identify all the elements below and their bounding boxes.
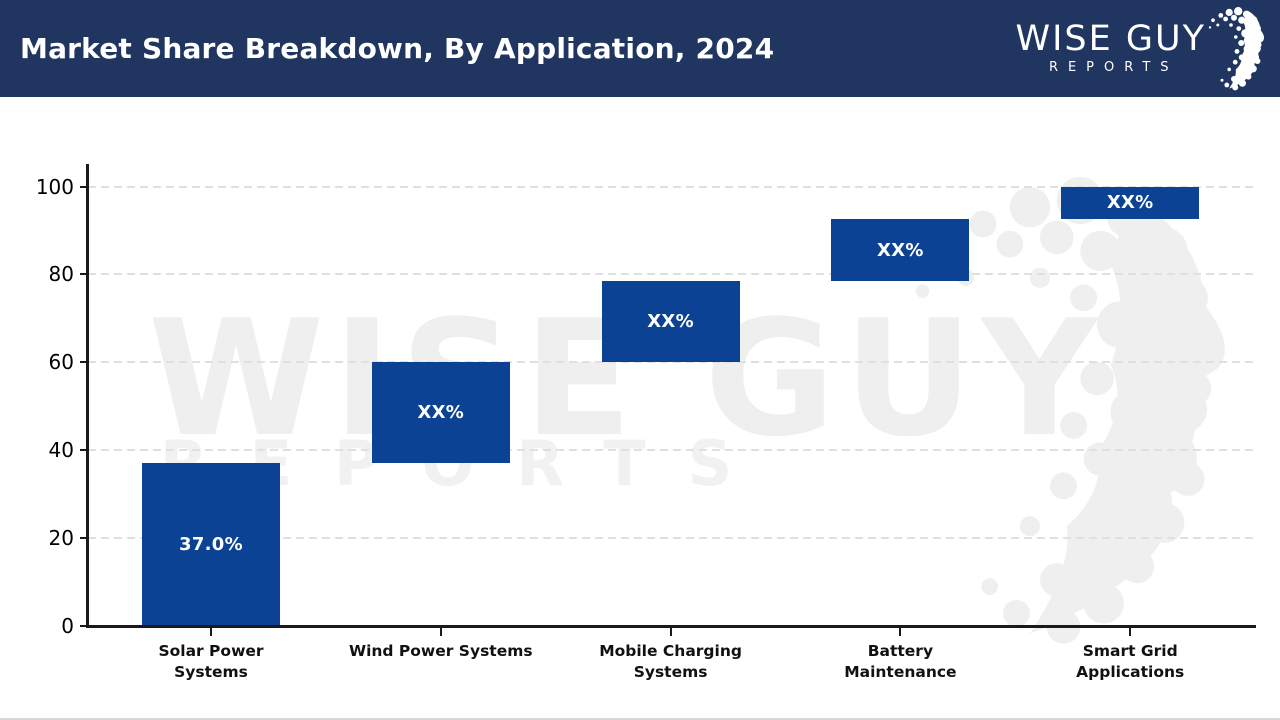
brand-logo: WISE GUY REPORTS [1015,6,1280,91]
y-tick-label-20: 20 [48,525,74,550]
x-category-label-line: Battery [867,642,934,660]
bar-2: XX% [371,362,510,464]
y-tick-100 [80,185,88,188]
gridline-y100 [88,185,1256,188]
y-tick-label-100: 100 [35,174,74,199]
x-tick-2 [439,627,442,636]
brand-text: WISE GUY REPORTS [1015,19,1206,76]
bar-value-label: 37.0% [179,533,243,555]
y-tick-label-80: 80 [48,262,74,287]
x-category-label: Wind Power Systems [326,641,556,662]
bar-value-label: XX% [877,239,924,261]
header-bar: Market Share Breakdown, By Application, … [0,0,1280,97]
x-category-label-line: Systems [174,663,248,681]
bar-value-label: XX% [417,402,465,424]
gridline-y20 [88,536,1256,539]
gridline-y40 [88,448,1256,451]
x-category-label-line: Systems [633,663,708,681]
bar-3: XX% [601,280,740,363]
x-axis-line [86,624,1256,628]
bar-1: 37.0% [142,463,280,626]
y-tick-label-40: 40 [48,437,74,462]
x-tick-4 [899,627,902,636]
x-category-label: Smart Grid Applications [1015,641,1245,683]
bar-5: XX% [1061,186,1200,220]
y-tick-label-60: 60 [48,350,74,375]
x-category-label-line: Solar Power [158,642,264,660]
brand-subtitle: REPORTS [1048,60,1179,75]
x-category-label-line: Applications [1076,663,1185,681]
brand-name: WISE GUY [1015,19,1206,59]
x-category-label: Solar Power Systems [96,641,326,683]
x-tick-3 [669,627,672,636]
bar-value-label: XX% [647,310,694,332]
page-title: Market Share Breakdown, By Application, … [20,32,775,65]
x-tick-5 [1129,627,1132,636]
y-tick-20 [80,536,88,539]
x-category-label: Battery Maintenance [785,641,1015,683]
y-tick-80 [80,273,88,276]
bar-value-label: XX% [1106,192,1154,214]
y-tick-0 [80,624,88,627]
x-category-label-line: Smart Grid [1082,642,1178,660]
x-category-label-line: Wind Power Systems [348,642,533,660]
gridline-y80 [88,273,1256,276]
y-tick-40 [80,448,88,451]
y-axis-spine [86,164,89,628]
x-category-label-line: Mobile Charging [599,642,742,660]
bar-4: XX% [831,219,970,281]
x-tick-1 [210,627,212,636]
y-tick-60 [80,361,88,364]
y-tick-label-0: 0 [61,613,74,638]
x-category-label-line: Maintenance [844,663,957,681]
x-category-label: Mobile Charging Systems [556,641,786,683]
gridline-y60 [88,361,1256,364]
